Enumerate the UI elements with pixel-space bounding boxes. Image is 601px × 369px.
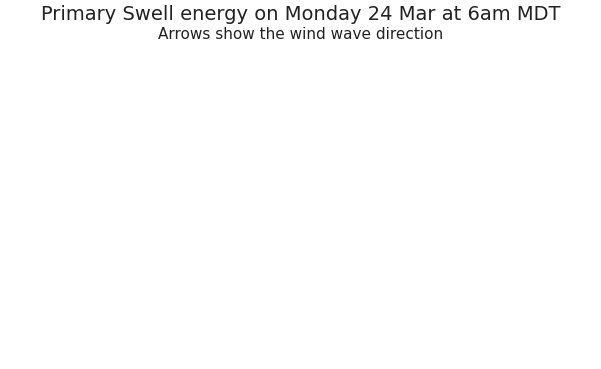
Text: Map data requires cartopy: Map data requires cartopy [191, 197, 410, 215]
Text: Primary Swell energy on Monday 24 Mar at 6am MDT: Primary Swell energy on Monday 24 Mar at… [41, 6, 560, 24]
Text: Arrows show the wind wave direction: Arrows show the wind wave direction [158, 27, 443, 42]
